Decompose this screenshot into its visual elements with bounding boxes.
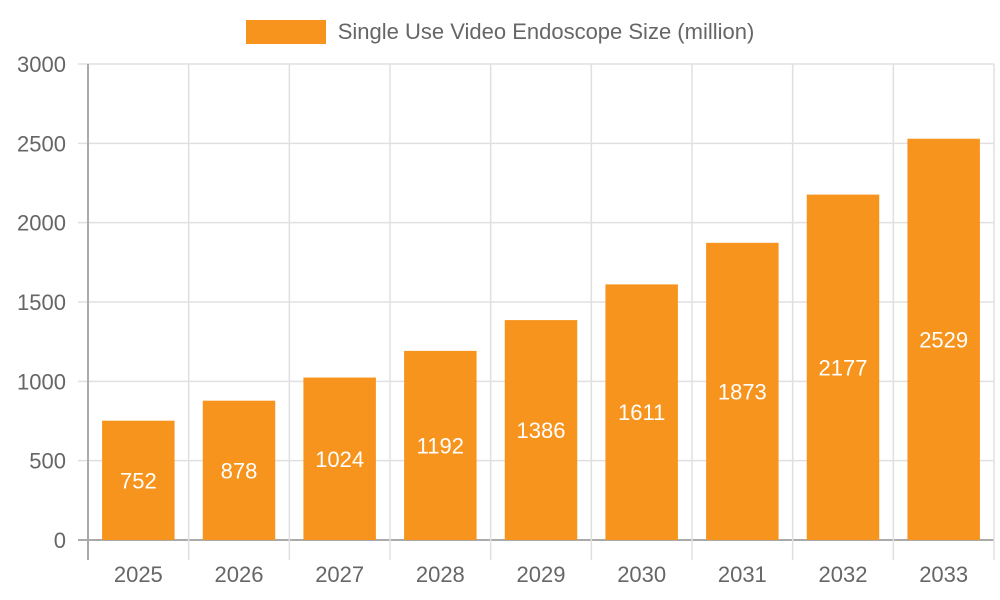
bar-value-label: 878 [221,458,258,483]
bar-2025[interactable] [102,420,175,540]
x-tick-label: 2027 [315,562,364,587]
legend-label: Single Use Video Endoscope Size (million… [337,19,755,44]
x-tick-label: 2033 [919,562,968,587]
legend-swatch[interactable] [245,20,326,44]
bar-2031[interactable] [706,242,779,541]
bar-value-label: 1611 [618,400,665,425]
y-tick-label: 1000 [17,369,66,394]
x-tick-label: 2031 [718,562,767,587]
bar-2027[interactable] [303,377,376,540]
bar-value-label: 752 [120,468,157,493]
bar-value-label: 1873 [718,379,767,404]
bar-value-label: 1386 [517,418,566,443]
x-tick-label: 2032 [819,562,868,587]
x-tick-label: 2028 [416,562,465,587]
x-tick-label: 2025 [114,562,163,587]
y-tick-label: 1500 [17,290,66,315]
y-tick-label: 3000 [17,52,66,77]
x-tick-label: 2026 [215,562,264,587]
bar-value-label: 1024 [315,447,364,472]
bar-value-label: 1192 [417,433,464,458]
bar-2026[interactable] [202,400,276,540]
bar-2028[interactable] [404,350,477,540]
x-tick-label: 2030 [617,562,666,587]
y-tick-label: 2500 [17,131,66,156]
bar-value-label: 2529 [919,327,968,352]
bar-2029[interactable] [504,320,578,540]
bar-2030[interactable] [605,284,678,540]
x-tick-label: 2029 [517,562,566,587]
bar-2033[interactable] [907,138,980,540]
y-tick-label: 2000 [17,211,66,236]
y-tick-label: 500 [29,449,66,474]
chart-legend: Single Use Video Endoscope Size (million… [0,19,1000,44]
bar-2032[interactable] [806,194,880,540]
y-tick-label: 0 [54,528,66,553]
bar-value-label: 2177 [819,355,868,380]
